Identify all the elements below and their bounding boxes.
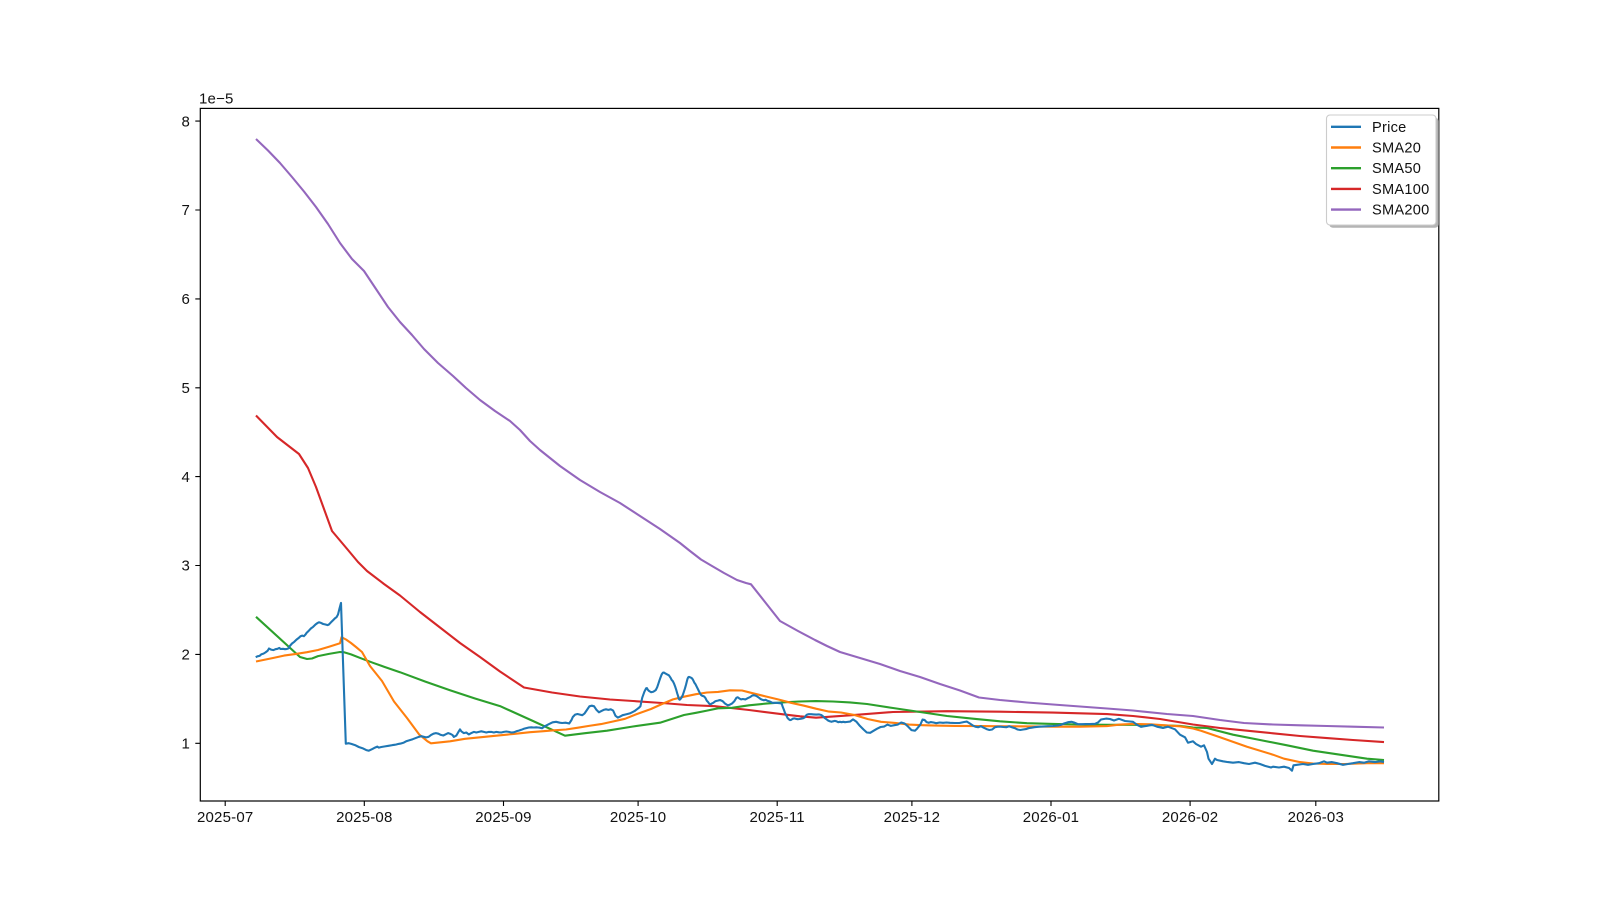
svg-text:6: 6	[181, 291, 190, 308]
svg-text:2025-08: 2025-08	[336, 809, 392, 826]
svg-text:4: 4	[181, 469, 190, 486]
svg-text:2025-09: 2025-09	[475, 809, 531, 826]
svg-text:5: 5	[181, 380, 190, 397]
svg-text:2025-11: 2025-11	[750, 809, 805, 826]
svg-text:7: 7	[181, 202, 190, 219]
svg-text:Price: Price	[1372, 120, 1407, 136]
svg-text:2025-10: 2025-10	[610, 809, 666, 826]
svg-text:SMA20: SMA20	[1372, 141, 1421, 157]
svg-text:2026-01: 2026-01	[1023, 809, 1079, 826]
svg-text:2025-07: 2025-07	[197, 809, 253, 826]
svg-text:2026-02: 2026-02	[1162, 809, 1218, 826]
svg-text:SMA200: SMA200	[1372, 203, 1429, 219]
svg-text:2: 2	[181, 647, 190, 664]
svg-text:SMA100: SMA100	[1372, 182, 1429, 198]
svg-text:1e−5: 1e−5	[199, 90, 234, 107]
svg-text:SMA50: SMA50	[1372, 161, 1421, 177]
svg-text:3: 3	[181, 558, 190, 575]
svg-text:8: 8	[181, 113, 190, 130]
svg-text:2026-03: 2026-03	[1288, 809, 1344, 826]
svg-text:2025-12: 2025-12	[884, 809, 940, 826]
svg-text:1: 1	[181, 736, 190, 753]
